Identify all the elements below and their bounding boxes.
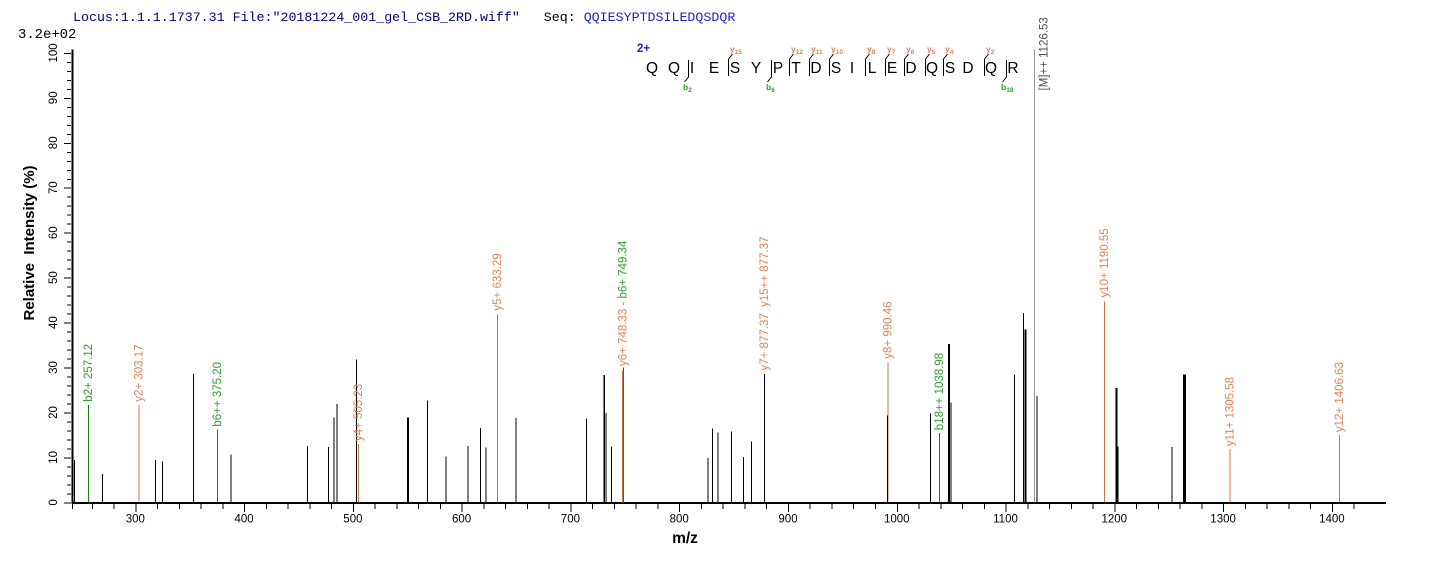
svg-text:60: 60	[48, 226, 60, 239]
svg-text:1200: 1200	[1102, 514, 1128, 526]
svg-text:0: 0	[48, 499, 60, 505]
svg-text:E: E	[709, 60, 719, 77]
svg-text:y5+ 633.29: y5+ 633.29	[492, 253, 504, 310]
svg-text:Q: Q	[926, 60, 938, 77]
svg-text:S: S	[831, 60, 841, 77]
svg-text:T: T	[791, 60, 801, 77]
svg-text:y2: y2	[986, 44, 995, 56]
svg-text:y11+ 1305.58: y11+ 1305.58	[1224, 377, 1236, 446]
svg-text:D: D	[810, 60, 821, 77]
svg-text:y12+ 1406.63: y12+ 1406.63	[1334, 362, 1346, 432]
svg-text:R: R	[1007, 60, 1018, 77]
svg-text:90: 90	[48, 91, 60, 104]
svg-text:1100: 1100	[993, 514, 1018, 526]
svg-text:Locus:1.1.1.1737.31 File:"2018: Locus:1.1.1.1737.31 File:"20181224_001_g…	[73, 10, 735, 25]
svg-text:400: 400	[235, 514, 254, 526]
svg-text:70: 70	[48, 181, 60, 194]
svg-text:Relative Intensity (%): Relative Intensity (%)	[21, 165, 38, 320]
svg-text:y7+ 877.37 y15++ 877.37: y7+ 877.37 y15++ 877.37	[759, 237, 771, 371]
svg-text:30: 30	[48, 361, 60, 374]
svg-text:I: I	[690, 60, 694, 77]
svg-text:P: P	[773, 60, 783, 77]
svg-text:10: 10	[48, 451, 60, 464]
svg-text:1300: 1300	[1210, 514, 1236, 526]
svg-text:I: I	[850, 60, 854, 77]
svg-text:y4: y4	[945, 44, 954, 56]
svg-text:[M]++ 1126.53: [M]++ 1126.53	[1039, 17, 1051, 90]
svg-text:500: 500	[343, 514, 362, 526]
svg-text:40: 40	[48, 316, 60, 329]
svg-text:D: D	[905, 60, 916, 77]
svg-text:300: 300	[126, 514, 145, 526]
svg-text:b2+ 257.12: b2+ 257.12	[83, 344, 95, 402]
svg-text:S: S	[730, 60, 740, 77]
svg-text:800: 800	[670, 514, 689, 526]
svg-text:2+: 2+	[637, 43, 650, 55]
svg-text:1400: 1400	[1319, 514, 1345, 526]
svg-text:20: 20	[48, 406, 60, 419]
svg-text:Q: Q	[668, 60, 680, 77]
svg-text:y8: y8	[867, 44, 876, 56]
svg-text:b2: b2	[683, 82, 692, 94]
svg-text:b18: b18	[1001, 82, 1014, 94]
svg-text:y6: y6	[906, 44, 915, 56]
svg-text:80: 80	[48, 136, 60, 149]
svg-text:y2+ 303.17: y2+ 303.17	[134, 344, 146, 401]
svg-text:b6: b6	[766, 82, 775, 94]
svg-text:y6+ 748.33 - b6+ 749.34: y6+ 748.33 - b6+ 749.34	[617, 240, 629, 366]
svg-text:Q: Q	[646, 60, 658, 77]
svg-text:900: 900	[778, 514, 797, 526]
svg-text:600: 600	[452, 514, 471, 526]
svg-text:b6++ 375.20: b6++ 375.20	[212, 362, 224, 427]
svg-text:Y: Y	[751, 60, 761, 77]
svg-text:y7: y7	[887, 44, 896, 56]
svg-text:y10+ 1190.55: y10+ 1190.55	[1099, 228, 1111, 297]
svg-text:3.2e+02: 3.2e+02	[18, 27, 76, 43]
svg-text:y11: y11	[811, 44, 823, 56]
svg-text:L: L	[868, 60, 877, 77]
svg-text:D: D	[962, 60, 973, 77]
svg-text:b18++ 1038.98: b18++ 1038.98	[934, 353, 946, 430]
svg-text:Q: Q	[985, 60, 997, 77]
svg-text:y8+ 990.46: y8+ 990.46	[882, 301, 894, 358]
svg-text:S: S	[945, 60, 955, 77]
svg-text:m/z: m/z	[672, 530, 698, 547]
svg-text:1000: 1000	[884, 514, 910, 526]
svg-text:50: 50	[48, 271, 60, 284]
svg-text:y5: y5	[927, 44, 936, 56]
svg-text:700: 700	[561, 514, 580, 526]
svg-text:E: E	[887, 60, 897, 77]
svg-text:y4+ 505.23: y4+ 505.23	[353, 384, 365, 441]
svg-text:100: 100	[48, 43, 60, 62]
